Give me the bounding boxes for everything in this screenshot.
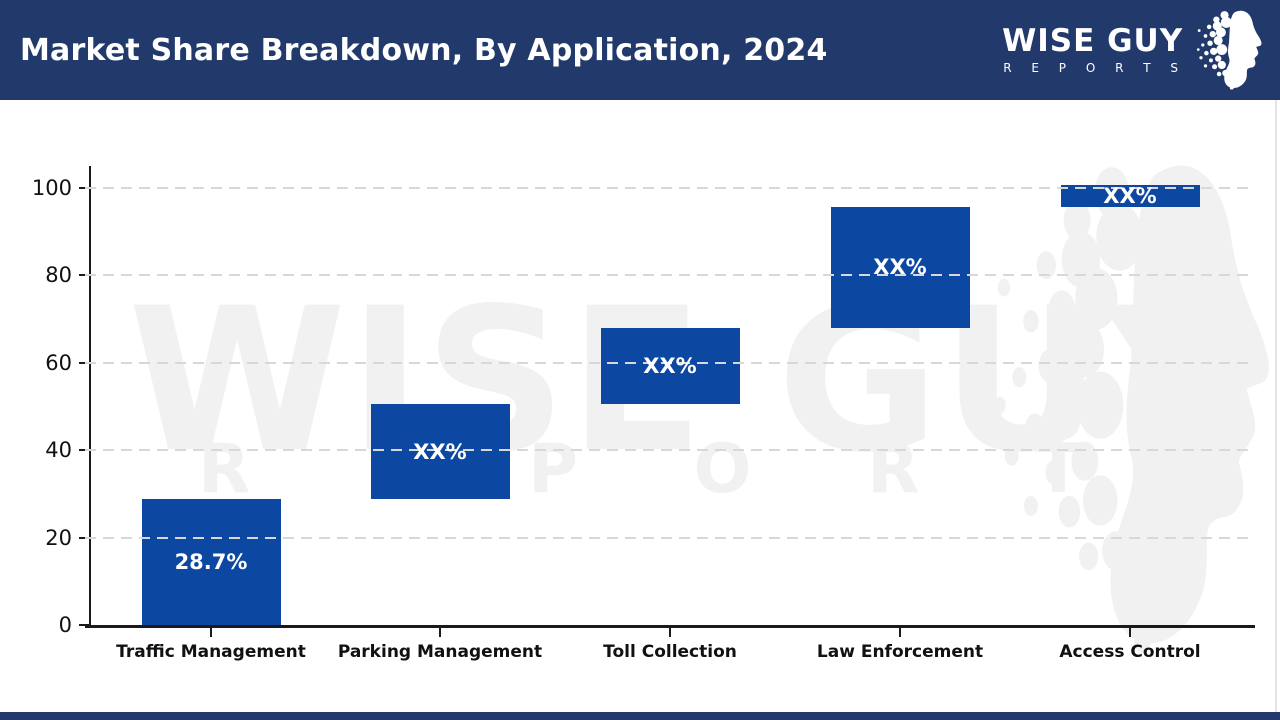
brand-subtitle: R E P O R T S — [1003, 60, 1186, 75]
bar-parking-management — [370, 404, 510, 500]
brand-logo-text: WISE GUY R E P O R T S — [999, 22, 1186, 75]
y-tick-mark-80 — [79, 274, 90, 276]
y-tick-label-60: 60 — [45, 350, 72, 375]
brand-name: WISE GUY — [1002, 22, 1184, 59]
watermark-edge-line — [1275, 100, 1277, 712]
chart-canvas: WISE GUY R E P O R T S 02040608010028.7%… — [0, 100, 1280, 712]
x-tick-mark-traffic-management — [210, 628, 212, 637]
y-tick-mark-20 — [79, 536, 90, 539]
dotted-head-logo-icon — [1172, 7, 1268, 93]
x-axis-line — [85, 625, 1255, 628]
x-category-label-law-enforcement: Law Enforcement — [816, 642, 984, 662]
footer-strip — [0, 712, 1280, 720]
y-tick-label-80: 80 — [45, 263, 72, 287]
y-tick-label-100: 100 — [31, 175, 72, 200]
y-tick-label-40: 40 — [45, 438, 72, 462]
plot-area: 0 20 40 60 80 100 28.7% Traffic Management XX% Pa… — [0, 100, 1280, 712]
gridline-60 — [85, 361, 1255, 364]
x-tick-mark-toll-collection — [669, 628, 671, 637]
y-tick-mark-40 — [79, 449, 90, 451]
header-banner: Market Share Breakdown, By Application, … — [0, 0, 1280, 100]
bar-toll-collection — [600, 327, 740, 405]
chart-title: Market Share Breakdown, By Application, … — [20, 32, 828, 68]
x-tick-mark-access-control — [1129, 628, 1131, 637]
brand-logo: WISE GUY R E P O R T S — [999, 7, 1268, 93]
gridline-100 — [85, 186, 1255, 189]
x-category-label-toll-collection: Toll Collection — [603, 642, 737, 662]
x-tick-mark-parking-management — [439, 628, 441, 637]
y-tick-mark-100 — [79, 186, 90, 189]
y-tick-mark-60 — [79, 361, 90, 364]
gridline-80 — [85, 274, 1255, 276]
bar-value-label-traffic-management: 28.7% — [174, 550, 248, 575]
x-category-label-traffic-management: Traffic Management — [116, 642, 306, 662]
y-tick-label-0: 0 — [58, 613, 72, 637]
gridline-20 — [85, 536, 1255, 539]
x-tick-mark-law-enforcement — [899, 628, 901, 637]
bar-law-enforcement — [830, 207, 970, 328]
x-category-label-parking-management: Parking Management — [337, 642, 543, 662]
gridline-40 — [85, 449, 1255, 451]
bar-value-label-law-enforcement: XX% — [873, 255, 927, 280]
bar-value-label-toll-collection: XX% — [643, 353, 697, 378]
y-axis-line — [89, 166, 91, 628]
bar-value-label-parking-management: XX% — [413, 439, 467, 464]
y-tick-label-20: 20 — [45, 525, 72, 550]
bar-access-control — [1060, 185, 1200, 208]
x-category-label-access-control: Access Control — [1059, 642, 1201, 662]
bar-value-label-access-control: XX% — [1103, 184, 1157, 209]
y-tick-mark-0 — [79, 624, 90, 626]
bar-traffic-management — [141, 499, 281, 625]
